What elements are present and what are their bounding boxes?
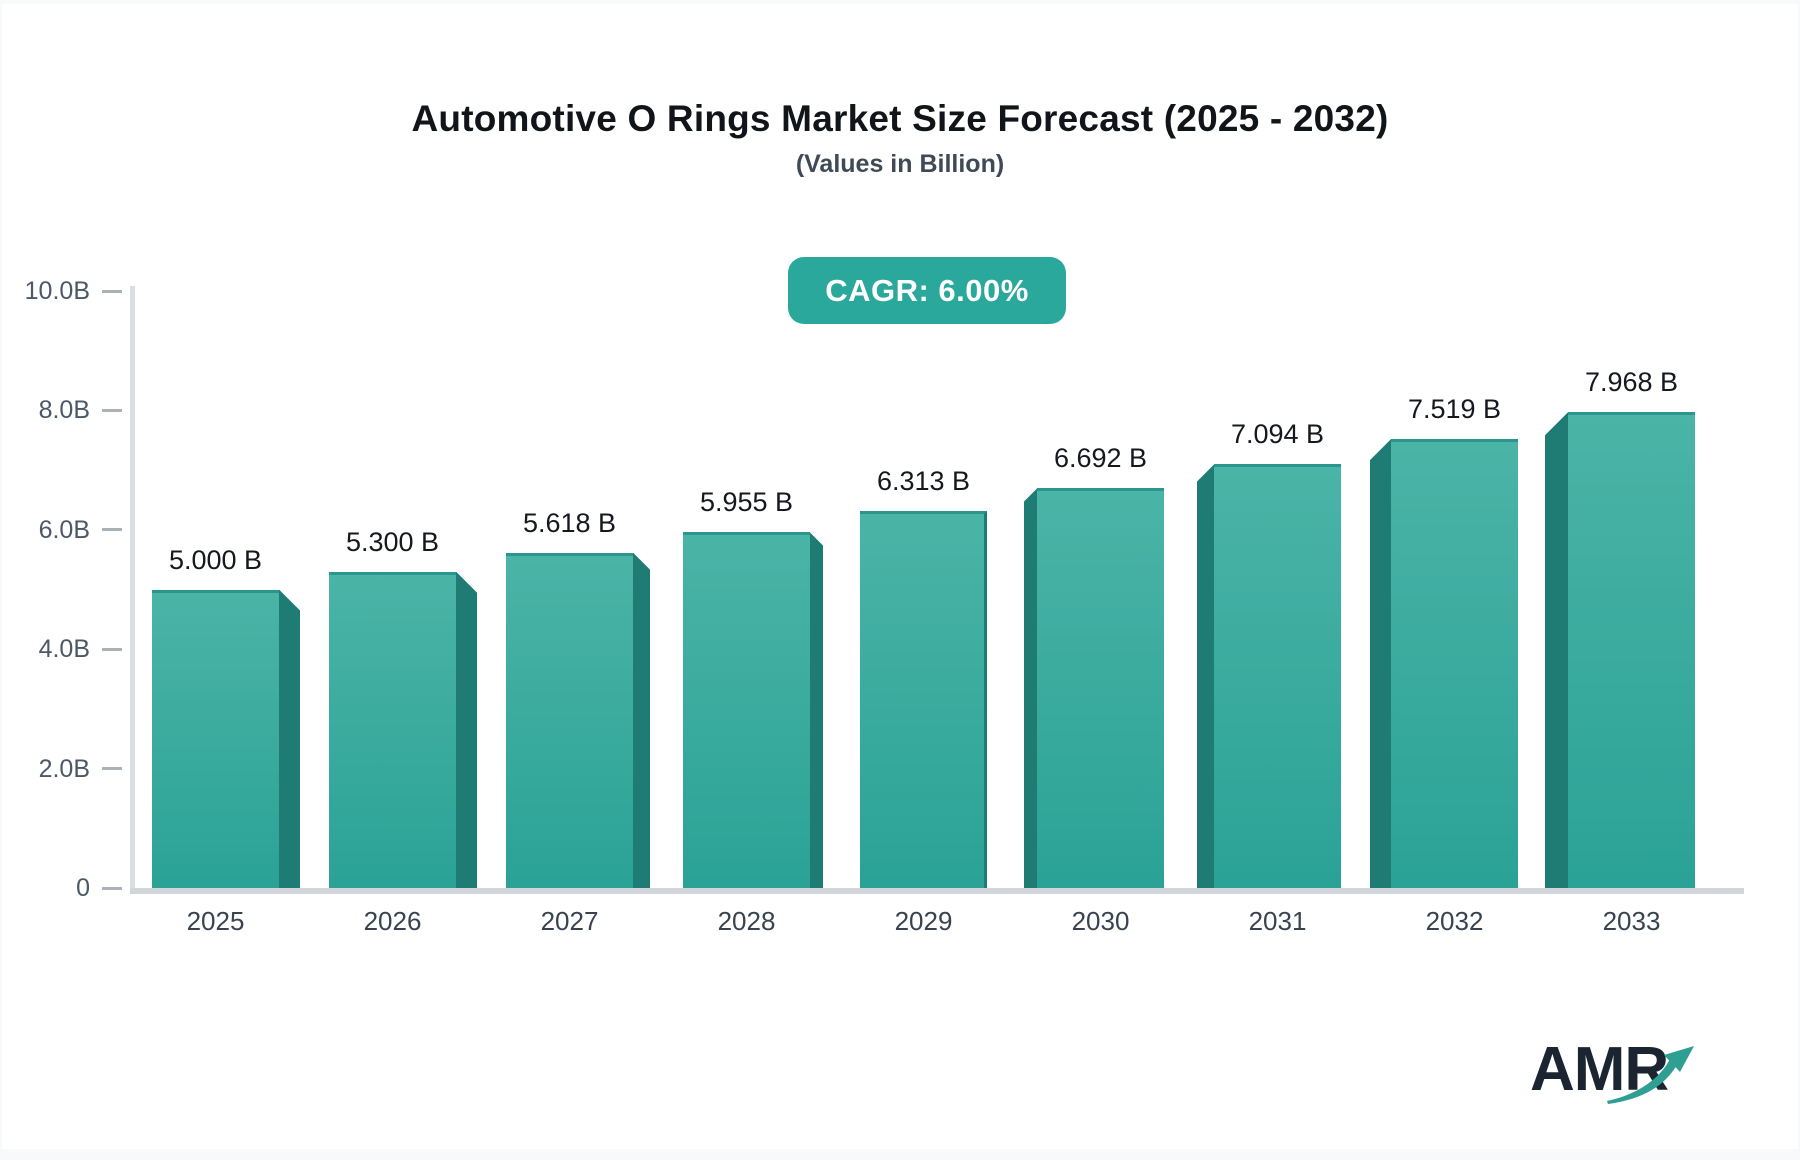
y-tick-dash [102,409,122,412]
y-tick-label: 2.0B [2,754,90,784]
bar-side-face-2028 [810,532,823,888]
amr-logo: AMR [1530,1038,1730,1118]
bar-side-face-2030 [1024,488,1037,888]
y-tick-label: 8.0B [2,395,90,425]
bar-2031[interactable] [1214,464,1341,888]
bar-value-label-2033: 7.968 B [1522,367,1742,398]
x-tick-label-2030: 2030 [1012,906,1189,937]
x-tick-label-2032: 2032 [1366,906,1543,937]
y-tick-label: 10.0B [2,276,90,306]
x-tick-label-2029: 2029 [835,906,1012,937]
x-axis-baseline [130,888,1744,894]
bar-side-face-2032 [1370,439,1391,888]
y-tick-dash [102,290,122,293]
bar-2028[interactable] [683,532,810,888]
bar-2032[interactable] [1391,439,1518,888]
bar-2029[interactable] [860,511,987,888]
y-tick-dash [102,887,122,890]
bar-2033[interactable] [1568,412,1695,888]
x-tick-label-2025: 2025 [127,906,304,937]
bar-2026[interactable] [329,572,456,888]
x-tick-label-2033: 2033 [1543,906,1720,937]
bar-side-face-2033 [1545,412,1568,888]
bar-2025[interactable] [152,590,279,889]
bar-side-face-2025 [279,590,300,889]
y-tick-dash [102,528,122,531]
bar-value-label-2032: 7.519 B [1345,394,1565,425]
x-tick-label-2026: 2026 [304,906,481,937]
chart-card: Automotive O Rings Market Size Forecast … [2,4,1798,1149]
y-tick-dash [102,767,122,770]
bar-2030[interactable] [1037,488,1164,888]
y-tick-label: 4.0B [2,634,90,664]
x-tick-label-2028: 2028 [658,906,835,937]
y-tick-label: 0 [2,873,90,903]
y-tick-label: 6.0B [2,515,90,545]
bar-2027[interactable] [506,553,633,888]
x-tick-label-2031: 2031 [1189,906,1366,937]
bar-side-face-2031 [1197,464,1214,888]
bar-side-face-2026 [456,572,477,888]
y-axis-line [130,286,135,894]
x-tick-label-2027: 2027 [481,906,658,937]
bar-side-face-2027 [633,553,650,888]
y-tick-dash [102,648,122,651]
growth-arrow-icon [1604,1044,1714,1108]
